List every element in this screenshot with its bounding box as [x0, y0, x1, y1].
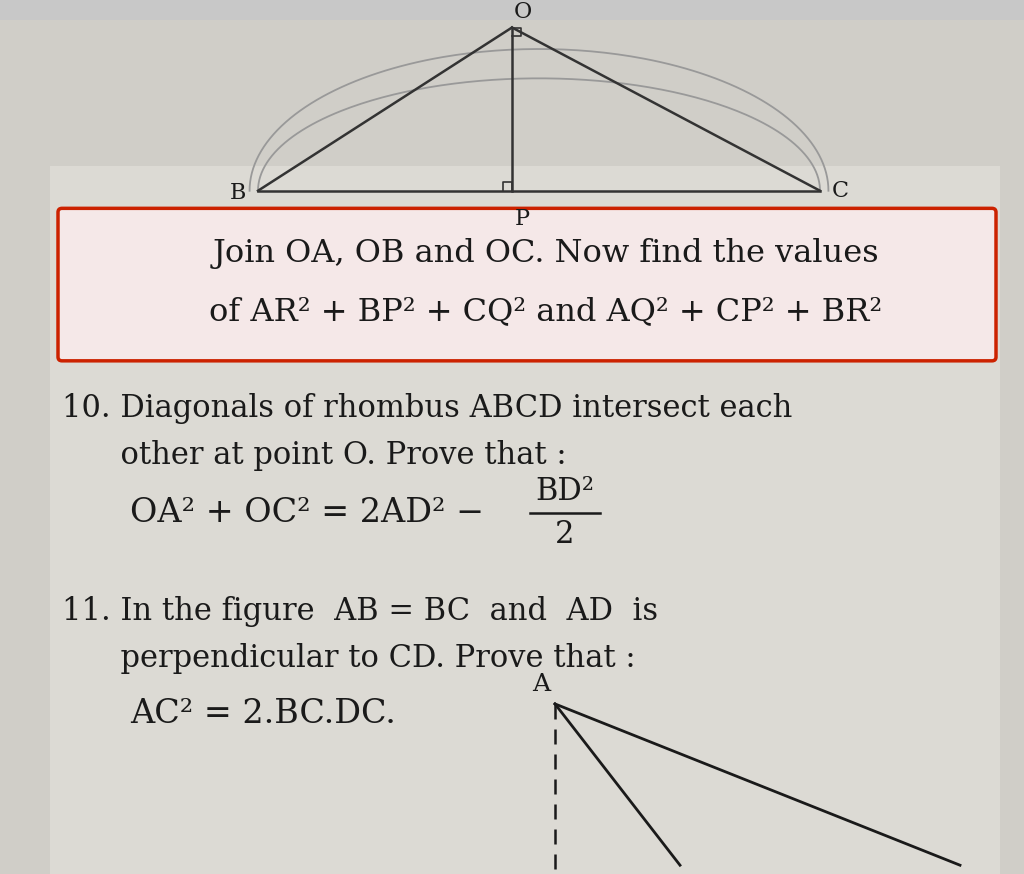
Text: C: C	[831, 180, 849, 202]
Text: 10. Diagonals of rhombus ABCD intersect each: 10. Diagonals of rhombus ABCD intersect …	[62, 393, 793, 424]
Text: OA² + OC² = 2AD² −: OA² + OC² = 2AD² −	[130, 497, 484, 530]
FancyBboxPatch shape	[0, 20, 1024, 874]
Text: BD²: BD²	[536, 476, 595, 507]
FancyBboxPatch shape	[50, 166, 1000, 874]
Text: AC² = 2.BC.DC.: AC² = 2.BC.DC.	[130, 697, 396, 730]
Text: 11. In the figure  AB = BC  and  AD  is: 11. In the figure AB = BC and AD is	[62, 596, 658, 628]
Text: B: B	[229, 182, 246, 204]
Text: of AR² + BP² + CQ² and AQ² + CP² + BR²: of AR² + BP² + CQ² and AQ² + CP² + BR²	[209, 296, 883, 328]
Text: P: P	[515, 208, 530, 231]
Text: Join OA, OB and OC. Now find the values: Join OA, OB and OC. Now find the values	[212, 238, 879, 269]
Text: 2: 2	[555, 519, 574, 551]
Text: other at point O. Prove that :: other at point O. Prove that :	[62, 440, 566, 471]
Text: perpendicular to CD. Prove that :: perpendicular to CD. Prove that :	[62, 643, 636, 675]
FancyBboxPatch shape	[58, 208, 996, 361]
Text: A: A	[531, 673, 550, 696]
Text: O: O	[514, 1, 532, 23]
